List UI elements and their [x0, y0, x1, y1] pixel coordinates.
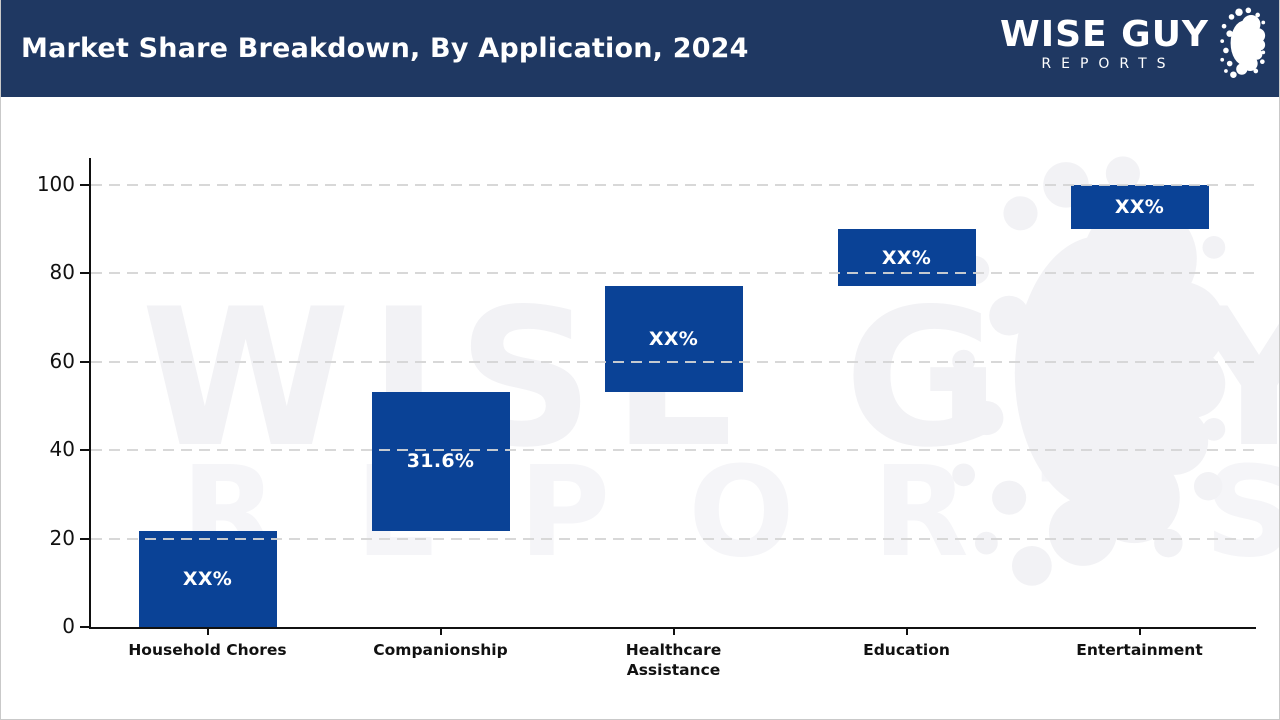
y-tick-mark — [80, 626, 89, 628]
header-bar: Market Share Breakdown, By Application, … — [1, 0, 1279, 97]
x-category-label-healthcare-assistance: Healthcare Assistance — [625, 641, 722, 680]
x-tick-mark — [206, 627, 209, 635]
y-tick-mark — [80, 449, 89, 451]
bar-education: XX% — [837, 229, 976, 287]
plot-area: 0 20 40 60 80 100 XX% Household Chores 31.6% Comp… — [37, 158, 1256, 679]
x-category-label-companionship: Companionship — [373, 641, 508, 659]
x-tick-mark — [905, 627, 908, 635]
x-tick-mark — [672, 627, 675, 635]
gridline-80 — [91, 272, 1256, 274]
gridline-20 — [91, 537, 1256, 540]
gridline-60 — [91, 360, 1256, 363]
bar-household-chores: XX% — [138, 531, 277, 627]
gridline-100 — [91, 183, 1256, 186]
logo-wordmark: WISE GUY REPORTS — [1000, 14, 1209, 71]
wise-guy-reports-logo: WISE GUY REPORTS — [1000, 4, 1267, 82]
bar-value-label-companionship: 31.6% — [406, 450, 475, 473]
bar-value-label-household-chores: XX% — [182, 568, 233, 591]
x-tick-mark — [1138, 627, 1141, 635]
gridline-40 — [91, 449, 1256, 451]
y-tick-mark — [80, 537, 89, 540]
bar-value-label-education: XX% — [881, 246, 932, 269]
bar-entertainment: XX% — [1070, 184, 1209, 230]
x-category-label-entertainment: Entertainment — [1076, 641, 1203, 659]
logo-wordmark-line2: REPORTS — [1041, 55, 1176, 72]
y-tick-label: 0 — [62, 613, 75, 638]
dotted-head-logo-icon — [1220, 7, 1266, 79]
x-category-label-household-chores: Household Chores — [128, 641, 287, 659]
y-tick-mark — [80, 183, 89, 186]
y-tick-label: 40 — [49, 436, 75, 461]
bar-healthcare-assistance: XX% — [604, 286, 743, 392]
bar-companionship: 31.6% — [371, 391, 510, 532]
y-tick-label: 100 — [36, 171, 75, 196]
y-tick-mark — [80, 360, 89, 363]
y-tick-mark — [80, 272, 89, 274]
y-tick-label: 80 — [49, 259, 75, 284]
x-tick-mark — [439, 627, 442, 635]
y-tick-label: 20 — [49, 525, 75, 550]
logo-wordmark-line1: WISE GUY — [999, 14, 1209, 56]
x-category-label-education: Education — [863, 641, 950, 659]
bar-value-label-healthcare-assistance: XX% — [648, 327, 699, 350]
y-tick-label: 60 — [49, 348, 75, 373]
page-title: Market Share Breakdown, By Application, … — [21, 33, 749, 64]
bar-value-label-entertainment: XX% — [1114, 195, 1165, 218]
